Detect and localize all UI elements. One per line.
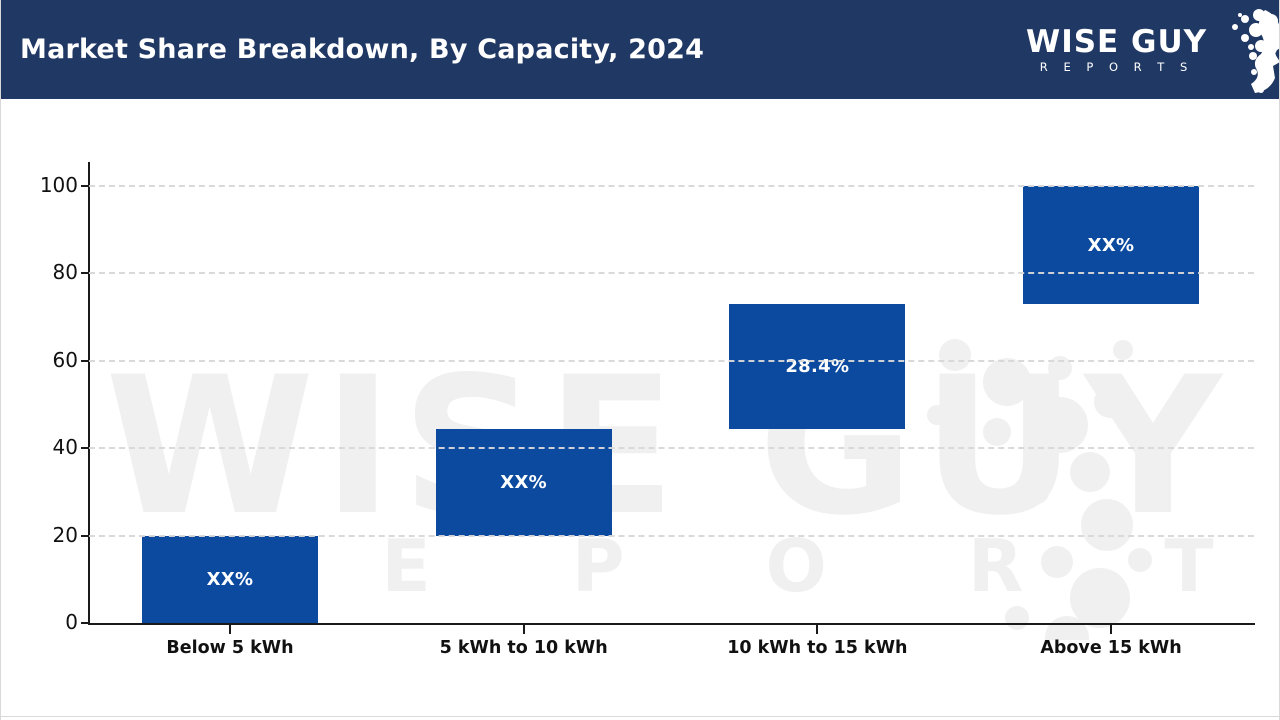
y-axis-line (88, 162, 90, 625)
x-axis-line (88, 623, 1255, 625)
y-tick-label: 40 (52, 435, 78, 460)
watermark-text-primary: WISE GUY (105, 336, 1230, 557)
gridline (89, 185, 1254, 187)
x-tick-mark (522, 625, 525, 634)
logo-head-icon (1232, 9, 1280, 93)
x-tick-mark (229, 625, 231, 634)
gridline (89, 359, 1254, 362)
logo-text: WISE GUY R E P O R T S (1026, 26, 1207, 75)
x-tick-mark (816, 625, 819, 634)
gridline (89, 447, 1254, 450)
x-tick-label-5-kwh-to-10-kwh: 5 kWh to 10 kWh (439, 638, 608, 658)
bar-5-kwh-to-10-kwh: XX% (435, 428, 612, 536)
y-tick-mark (81, 534, 89, 537)
x-tick-label-below-5-kwh: Below 5 kWh (166, 638, 294, 658)
header-bar: Market Share Breakdown, By Capacity, 202… (0, 0, 1280, 99)
bar-value-label: XX% (1087, 234, 1135, 256)
y-tick-label: 20 (52, 522, 78, 547)
y-tick-mark (81, 185, 89, 187)
bar-value-label: XX% (206, 568, 254, 590)
bar-below-5-kwh: XX% (142, 535, 318, 623)
gridline (89, 272, 1254, 275)
bar-value-label: XX% (500, 471, 547, 493)
bar-above-15-kwh: XX% (1023, 186, 1199, 305)
y-tick-mark (81, 447, 89, 450)
y-tick-mark (81, 272, 89, 275)
gridline (89, 534, 1254, 537)
page-title: Market Share Breakdown, By Capacity, 202… (20, 34, 705, 65)
y-tick-label: 80 (52, 260, 78, 285)
y-tick-mark (81, 359, 89, 362)
y-tick-mark (81, 622, 89, 624)
bar-10-kwh-to-15-kwh: 28.4% (729, 304, 906, 429)
logo-secondary-text: R E P O R T S (1039, 60, 1194, 75)
y-tick-label: 100 (39, 173, 78, 197)
x-tick-label-10-kwh-to-15-kwh: 10 kWh to 15 kWh (727, 638, 908, 658)
x-tick-mark (1110, 625, 1112, 634)
x-tick-label-above-15-kwh: Above 15 kWh (1040, 638, 1182, 658)
y-tick-label: 0 (65, 610, 78, 634)
y-tick-label: 60 (52, 347, 78, 372)
logo-primary-text: WISE GUY (1026, 23, 1208, 60)
watermark-head-icon (789, 339, 1164, 640)
wise-guy-logo: WISE GUY R E P O R T S (1026, 6, 1280, 94)
footer-divider (0, 716, 1280, 717)
